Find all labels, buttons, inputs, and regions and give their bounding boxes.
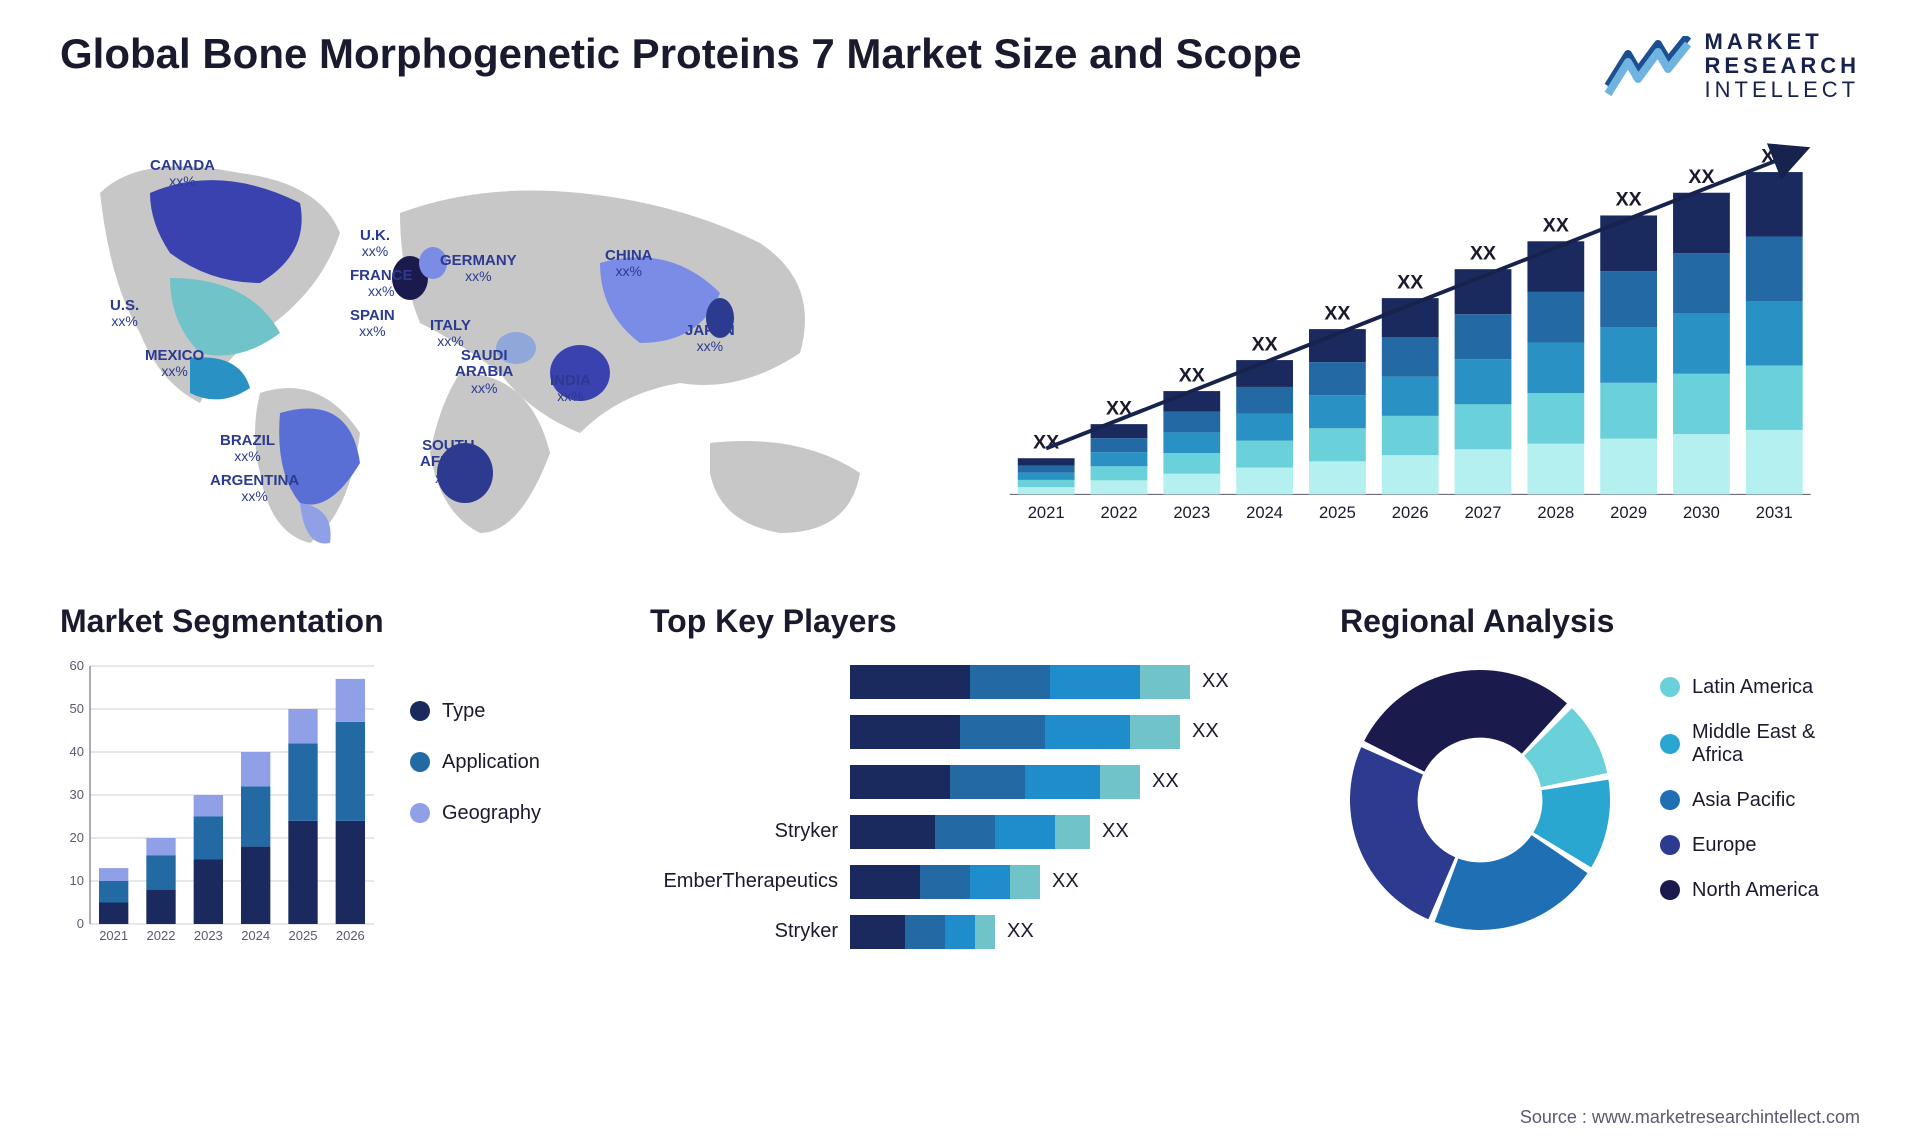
svg-text:60: 60: [70, 660, 84, 673]
player-label: Stryker: [650, 920, 850, 943]
svg-text:2025: 2025: [1319, 502, 1356, 521]
svg-text:2026: 2026: [1392, 502, 1429, 521]
player-bar: [850, 665, 1190, 699]
svg-text:0: 0: [77, 916, 84, 931]
map-label: U.K.xx%: [360, 228, 390, 261]
map-label: SAUDIARABIAxx%: [455, 348, 513, 398]
segmentation-title: Market Segmentation: [60, 603, 600, 640]
legend-item: North America: [1660, 879, 1819, 902]
player-row: Stryker XX: [650, 810, 1290, 854]
legend-item: Middle East &Africa: [1660, 721, 1819, 767]
svg-text:50: 50: [70, 701, 84, 716]
player-value: XX: [1152, 770, 1179, 793]
segmentation-chart: 0 10 20 30 40 50 60 2021 2022 2023 2024 2025 2026: [60, 660, 380, 950]
svg-text:XX: XX: [1470, 242, 1496, 264]
svg-text:2021: 2021: [1028, 502, 1065, 521]
svg-text:2027: 2027: [1465, 502, 1502, 521]
svg-text:2022: 2022: [1101, 502, 1138, 521]
player-label: EmberTherapeutics: [650, 870, 850, 893]
svg-text:2025: 2025: [289, 928, 318, 943]
svg-text:20: 20: [70, 830, 84, 845]
svg-text:XX: XX: [1324, 302, 1350, 324]
player-row: XX: [650, 760, 1290, 804]
svg-text:XX: XX: [1252, 333, 1278, 355]
segmentation-panel: Market Segmentation 0 10 20 30 40 50 60 2021 202…: [60, 603, 600, 960]
player-value: XX: [1192, 720, 1219, 743]
players-chart: XXXXXXStrykerXXEmberTherapeuticsXXStryke…: [650, 660, 1290, 960]
legend-item: Europe: [1660, 834, 1819, 857]
svg-text:2023: 2023: [194, 928, 223, 943]
growth-chart: XX 2021 XX 2022 XX 2023 XX 2024 XX 2025 XX 2026 XX 20…: [1000, 133, 1860, 553]
map-label: FRANCExx%: [350, 268, 413, 301]
regional-legend: Latin America Middle East &Africa Asia Pac…: [1660, 676, 1819, 924]
legend-item: Type: [410, 700, 541, 723]
player-row: EmberTherapeutics XX: [650, 860, 1290, 904]
player-value: XX: [1102, 820, 1129, 843]
svg-text:2023: 2023: [1173, 502, 1210, 521]
map-label: SOUTHAFRICAxx%: [420, 438, 477, 488]
player-value: XX: [1052, 870, 1079, 893]
map-label: CANADAxx%: [150, 158, 215, 191]
svg-text:2031: 2031: [1756, 502, 1793, 521]
svg-text:XX: XX: [1397, 271, 1423, 293]
regional-donut-chart: [1340, 660, 1620, 940]
player-bar: [850, 865, 1040, 899]
legend-item: Latin America: [1660, 676, 1819, 699]
legend-item: Application: [410, 751, 541, 774]
brand-logo: MARKET RESEARCH INTELLECT: [1603, 30, 1860, 103]
map-label: MEXICOxx%: [145, 348, 204, 381]
player-bar: [850, 915, 995, 949]
map-label: GERMANYxx%: [440, 253, 517, 286]
legend-item: Asia Pacific: [1660, 789, 1819, 812]
player-bar: [850, 815, 1090, 849]
player-bar: [850, 715, 1180, 749]
player-label: Stryker: [650, 820, 850, 843]
player-row: XX: [650, 660, 1290, 704]
source-attribution: Source : www.marketresearchintellect.com: [1520, 1107, 1860, 1128]
page-title: Global Bone Morphogenetic Proteins 7 Mar…: [60, 30, 1302, 78]
map-label: BRAZILxx%: [220, 433, 275, 466]
logo-text: MARKET RESEARCH INTELLECT: [1705, 30, 1860, 103]
svg-text:2022: 2022: [147, 928, 176, 943]
player-value: XX: [1202, 670, 1229, 693]
player-bar: [850, 765, 1140, 799]
regional-title: Regional Analysis: [1340, 603, 1860, 640]
map-label: JAPANxx%: [685, 323, 735, 356]
svg-text:30: 30: [70, 787, 84, 802]
map-label: INDIAxx%: [550, 373, 591, 406]
map-label: ITALYxx%: [430, 318, 471, 351]
svg-text:XX: XX: [1179, 364, 1205, 386]
logo-mark-icon: [1603, 36, 1693, 96]
world-map-icon: [60, 133, 960, 553]
svg-text:2024: 2024: [1246, 502, 1283, 521]
svg-text:2021: 2021: [99, 928, 128, 943]
player-value: XX: [1007, 920, 1034, 943]
svg-text:XX: XX: [1616, 188, 1642, 210]
player-row: XX: [650, 710, 1290, 754]
players-panel: Top Key Players XXXXXXStrykerXXEmberTher…: [650, 603, 1290, 960]
svg-text:2029: 2029: [1610, 502, 1647, 521]
svg-text:10: 10: [70, 873, 84, 888]
svg-text:2030: 2030: [1683, 502, 1720, 521]
player-row: Stryker XX: [650, 910, 1290, 954]
world-map-panel: CANADAxx% U.S.xx%MEXICOxx% BRAZILxx% ARGENT…: [60, 133, 960, 553]
svg-text:XX: XX: [1033, 431, 1059, 453]
map-label: U.S.xx%: [110, 298, 139, 331]
map-label: SPAINxx%: [350, 308, 395, 341]
regional-panel: Regional Analysis Latin America Middle Ea…: [1340, 603, 1860, 960]
legend-item: Geography: [410, 802, 541, 825]
svg-text:2024: 2024: [241, 928, 270, 943]
svg-text:XX: XX: [1543, 214, 1569, 236]
players-title: Top Key Players: [650, 603, 1290, 640]
segmentation-legend: Type Application Geography: [410, 660, 541, 950]
map-label: ARGENTINAxx%: [210, 473, 299, 506]
svg-text:2028: 2028: [1537, 502, 1574, 521]
svg-text:40: 40: [70, 744, 84, 759]
svg-text:2026: 2026: [336, 928, 365, 943]
map-label: CHINAxx%: [605, 248, 653, 281]
